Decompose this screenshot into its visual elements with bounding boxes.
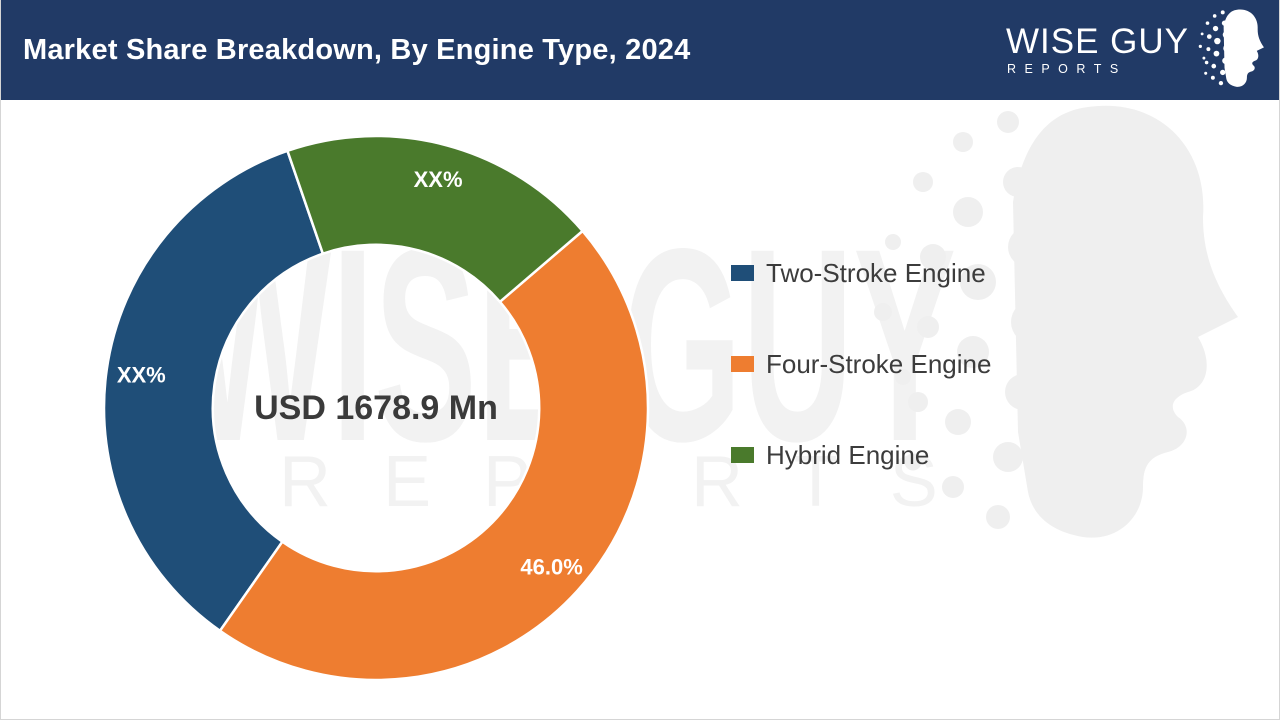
logo-reports-label: REPORTS <box>1006 62 1127 76</box>
donut-segment-2 <box>218 229 650 682</box>
legend-item-label: Four-Stroke Engine <box>766 349 992 379</box>
logo-text: WISE GUY REPORTS <box>1006 24 1189 76</box>
legend-item-label: Two-Stroke Engine <box>766 258 986 288</box>
page-title: Market Share Breakdown, By Engine Type, … <box>23 33 691 66</box>
legend-swatch-hybrid <box>731 447 754 463</box>
legend-swatch-four-stroke <box>731 356 754 372</box>
donut-segment-label-1: XX% <box>117 363 166 388</box>
logo-face-icon <box>1198 9 1264 87</box>
donut-segment-1 <box>102 149 325 633</box>
donut-segment-label-3: XX% <box>414 167 463 192</box>
chart-legend: Two-Stroke Engine Four-Stroke Engine Hyb… <box>731 260 991 468</box>
donut-segment-3 <box>286 134 584 304</box>
legend-item-two-stroke: Two-Stroke Engine <box>731 260 991 286</box>
legend-item-hybrid: Hybrid Engine <box>731 442 991 468</box>
wise-guy-reports-logo: WISE GUY REPORTS <box>1006 7 1265 93</box>
legend-swatch-two-stroke <box>731 265 754 281</box>
logo-wiseguy-label: WISE GUY <box>1005 22 1189 61</box>
legend-item-label: Hybrid Engine <box>766 440 930 470</box>
donut-chart: XX% 46.0% XX% <box>102 134 650 682</box>
legend-item-four-stroke: Four-Stroke Engine <box>731 351 991 377</box>
donut-segment-label-2: 46.0% <box>520 555 582 580</box>
header-bar: Market Share Breakdown, By Engine Type, … <box>1 0 1279 100</box>
